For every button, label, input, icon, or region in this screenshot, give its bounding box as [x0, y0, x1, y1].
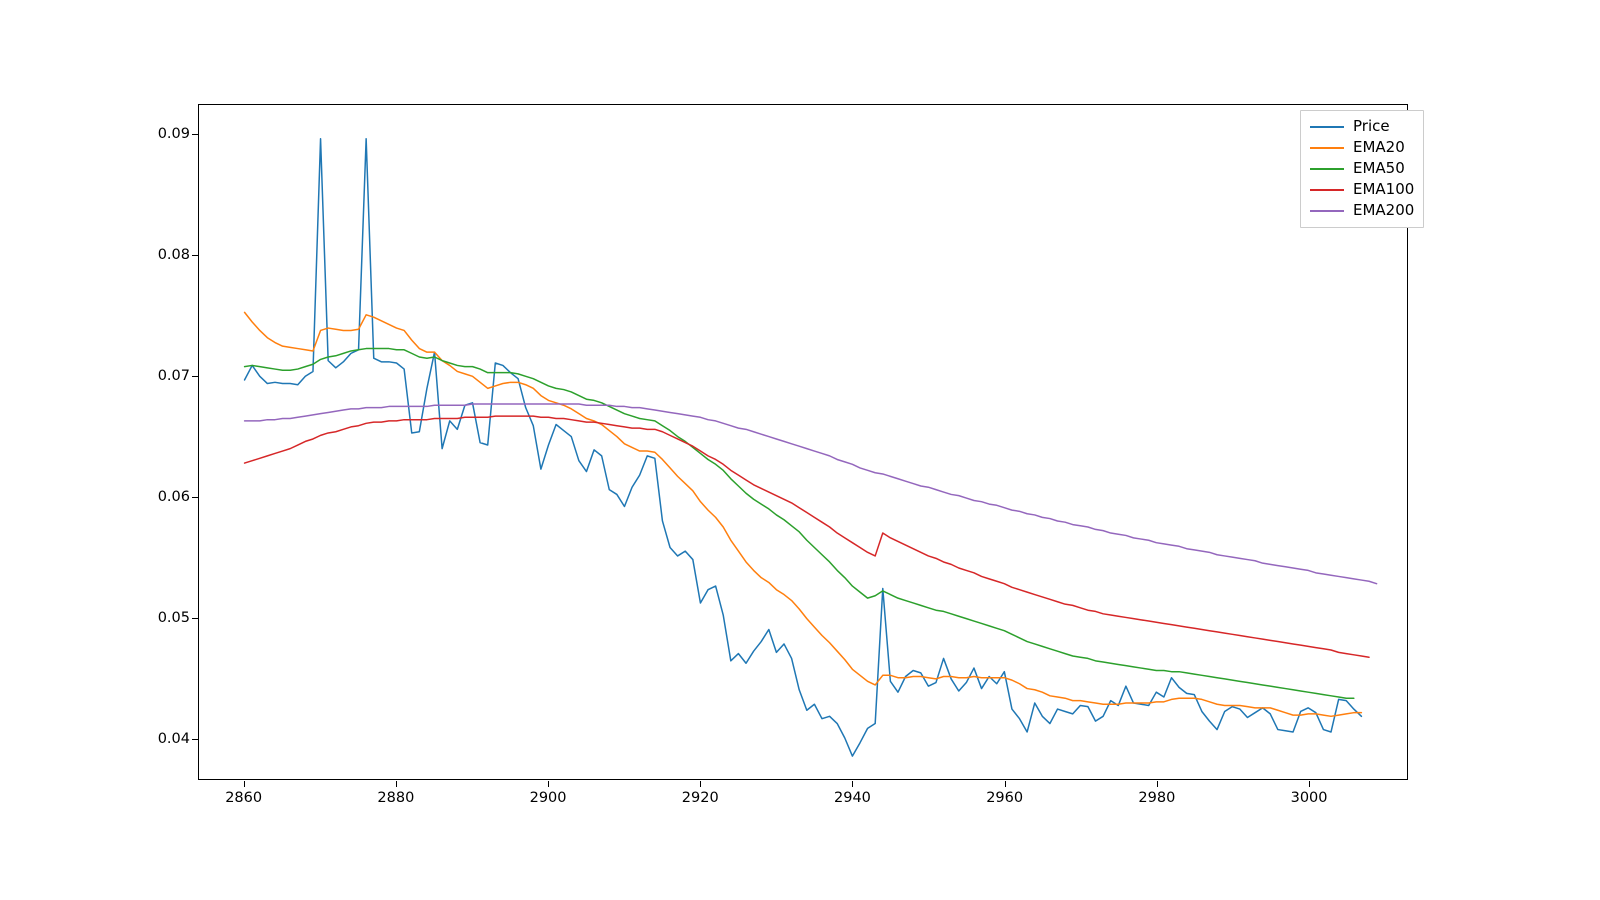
- series-canvas: [199, 105, 1407, 779]
- chart-legend[interactable]: Price EMA20 EMA50 EMA100 EMA200: [1300, 110, 1425, 228]
- x-tick-mark: [1156, 781, 1158, 787]
- series-line-ema50: [245, 349, 1354, 699]
- x-tick-mark: [1309, 781, 1311, 787]
- legend-label: Price: [1353, 117, 1390, 135]
- y-tick-mark: [192, 617, 198, 619]
- legend-swatch-ema100: [1310, 188, 1344, 191]
- y-axis-tick-labels: 0.04 0.05 0.06 0.07 0.08 0.09: [138, 104, 190, 780]
- x-tick-label: 2860: [225, 790, 263, 806]
- x-tick-label: 2900: [529, 790, 567, 806]
- legend-swatch-ema200: [1310, 209, 1344, 212]
- legend-label: EMA50: [1353, 159, 1405, 177]
- x-tick-label: 3000: [1290, 790, 1328, 806]
- y-tick-label: 0.04: [157, 730, 190, 747]
- series-line-ema200: [245, 404, 1377, 584]
- legend-item-ema20[interactable]: EMA20: [1310, 137, 1414, 158]
- x-axis-tick-marks: [198, 781, 1408, 787]
- x-tick-mark: [395, 781, 397, 787]
- x-tick-label: 2920: [681, 790, 719, 806]
- legend-swatch-price: [1310, 125, 1344, 128]
- x-tick-label: 2960: [986, 790, 1024, 806]
- x-tick-mark: [852, 781, 854, 787]
- y-tick-label: 0.09: [157, 126, 190, 143]
- y-tick-label: 0.06: [157, 489, 190, 506]
- x-tick-label: 2880: [377, 790, 415, 806]
- series-line-ema20: [245, 312, 1362, 716]
- x-tick-mark: [700, 781, 702, 787]
- y-tick-label: 0.07: [157, 368, 190, 385]
- y-tick-mark: [192, 376, 198, 378]
- legend-label: EMA200: [1353, 201, 1415, 219]
- series-line-price: [245, 139, 1362, 756]
- y-tick-mark: [192, 255, 198, 257]
- y-axis-tick-marks: [192, 104, 198, 780]
- legend-label: EMA100: [1353, 180, 1415, 198]
- legend-label: EMA20: [1353, 138, 1405, 156]
- legend-item-ema100[interactable]: EMA100: [1310, 179, 1414, 200]
- x-tick-mark: [243, 781, 245, 787]
- legend-swatch-ema50: [1310, 167, 1344, 170]
- legend-item-ema50[interactable]: EMA50: [1310, 158, 1414, 179]
- y-tick-mark: [192, 738, 198, 740]
- x-tick-mark: [548, 781, 550, 787]
- y-tick-mark: [192, 497, 198, 499]
- legend-swatch-ema20: [1310, 146, 1344, 149]
- legend-item-price[interactable]: Price: [1310, 116, 1414, 137]
- x-axis-tick-labels: 2860 2880 2900 2920 2940 2960 2980 3000: [198, 790, 1408, 814]
- y-tick-label: 0.08: [157, 247, 190, 264]
- y-tick-mark: [192, 134, 198, 136]
- y-tick-label: 0.05: [157, 609, 190, 626]
- x-tick-label: 2980: [1138, 790, 1176, 806]
- legend-item-ema200[interactable]: EMA200: [1310, 200, 1414, 221]
- x-tick-mark: [1004, 781, 1006, 787]
- x-tick-label: 2940: [834, 790, 871, 806]
- series-line-ema100: [245, 416, 1369, 657]
- plot-axes: [198, 104, 1408, 780]
